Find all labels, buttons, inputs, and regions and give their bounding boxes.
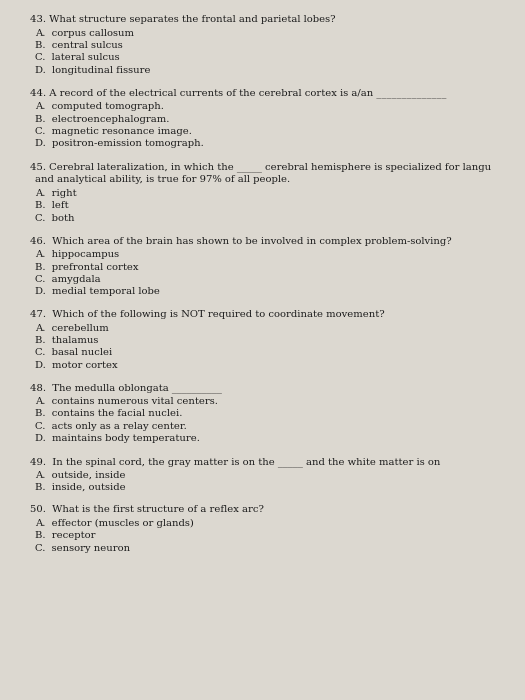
Text: B.  inside, outside: B. inside, outside — [35, 483, 125, 492]
Text: A.  outside, inside: A. outside, inside — [35, 470, 125, 480]
Text: B.  electroencephalogram.: B. electroencephalogram. — [35, 115, 170, 123]
Text: 45. Cerebral lateralization, in which the _____ cerebral hemisphere is specializ: 45. Cerebral lateralization, in which th… — [30, 162, 491, 172]
Text: 49.  In the spinal cord, the gray matter is on the _____ and the white matter is: 49. In the spinal cord, the gray matter … — [30, 457, 440, 467]
Text: D.  positron-emission tomograph.: D. positron-emission tomograph. — [35, 139, 204, 148]
Text: D.  longitudinal fissure: D. longitudinal fissure — [35, 66, 151, 75]
Text: C.  acts only as a relay center.: C. acts only as a relay center. — [35, 422, 187, 431]
Text: 44. A record of the electrical currents of the cerebral cortex is a/an _________: 44. A record of the electrical currents … — [30, 88, 446, 98]
Text: B.  contains the facial nuclei.: B. contains the facial nuclei. — [35, 410, 182, 419]
Text: C.  sensory neuron: C. sensory neuron — [35, 544, 130, 553]
Text: 47.  Which of the following is NOT required to coordinate movement?: 47. Which of the following is NOT requir… — [30, 310, 385, 319]
Text: D.  maintains body temperature.: D. maintains body temperature. — [35, 435, 200, 444]
Text: 43. What structure separates the frontal and parietal lobes?: 43. What structure separates the frontal… — [30, 15, 335, 24]
Text: B.  prefrontal cortex: B. prefrontal cortex — [35, 262, 139, 272]
Text: C.  basal nuclei: C. basal nuclei — [35, 349, 112, 358]
Text: B.  receptor: B. receptor — [35, 531, 96, 540]
Text: A.  hippocampus: A. hippocampus — [35, 250, 119, 259]
Text: A.  computed tomograph.: A. computed tomograph. — [35, 102, 164, 111]
Text: and analytical ability, is true for 97% of all people.: and analytical ability, is true for 97% … — [35, 176, 290, 185]
Text: A.  right: A. right — [35, 189, 77, 198]
Text: B.  left: B. left — [35, 202, 69, 211]
Text: B.  thalamus: B. thalamus — [35, 336, 98, 345]
Text: A.  cerebellum: A. cerebellum — [35, 323, 109, 332]
Text: C.  lateral sulcus: C. lateral sulcus — [35, 53, 120, 62]
Text: B.  central sulcus: B. central sulcus — [35, 41, 123, 50]
Text: 46.  Which area of the brain has shown to be involved in complex problem-solving: 46. Which area of the brain has shown to… — [30, 237, 452, 246]
Text: A.  contains numerous vital centers.: A. contains numerous vital centers. — [35, 397, 218, 406]
Text: C.  both: C. both — [35, 214, 75, 223]
Text: A.  effector (muscles or glands): A. effector (muscles or glands) — [35, 519, 194, 528]
Text: D.  motor cortex: D. motor cortex — [35, 361, 118, 370]
Text: 50.  What is the first structure of a reflex arc?: 50. What is the first structure of a ref… — [30, 505, 264, 514]
Text: D.  medial temporal lobe: D. medial temporal lobe — [35, 288, 160, 297]
Text: 48.  The medulla oblongata __________: 48. The medulla oblongata __________ — [30, 384, 222, 393]
Text: C.  magnetic resonance image.: C. magnetic resonance image. — [35, 127, 192, 136]
Text: C.  amygdala: C. amygdala — [35, 275, 101, 284]
Text: A.  corpus callosum: A. corpus callosum — [35, 29, 134, 38]
